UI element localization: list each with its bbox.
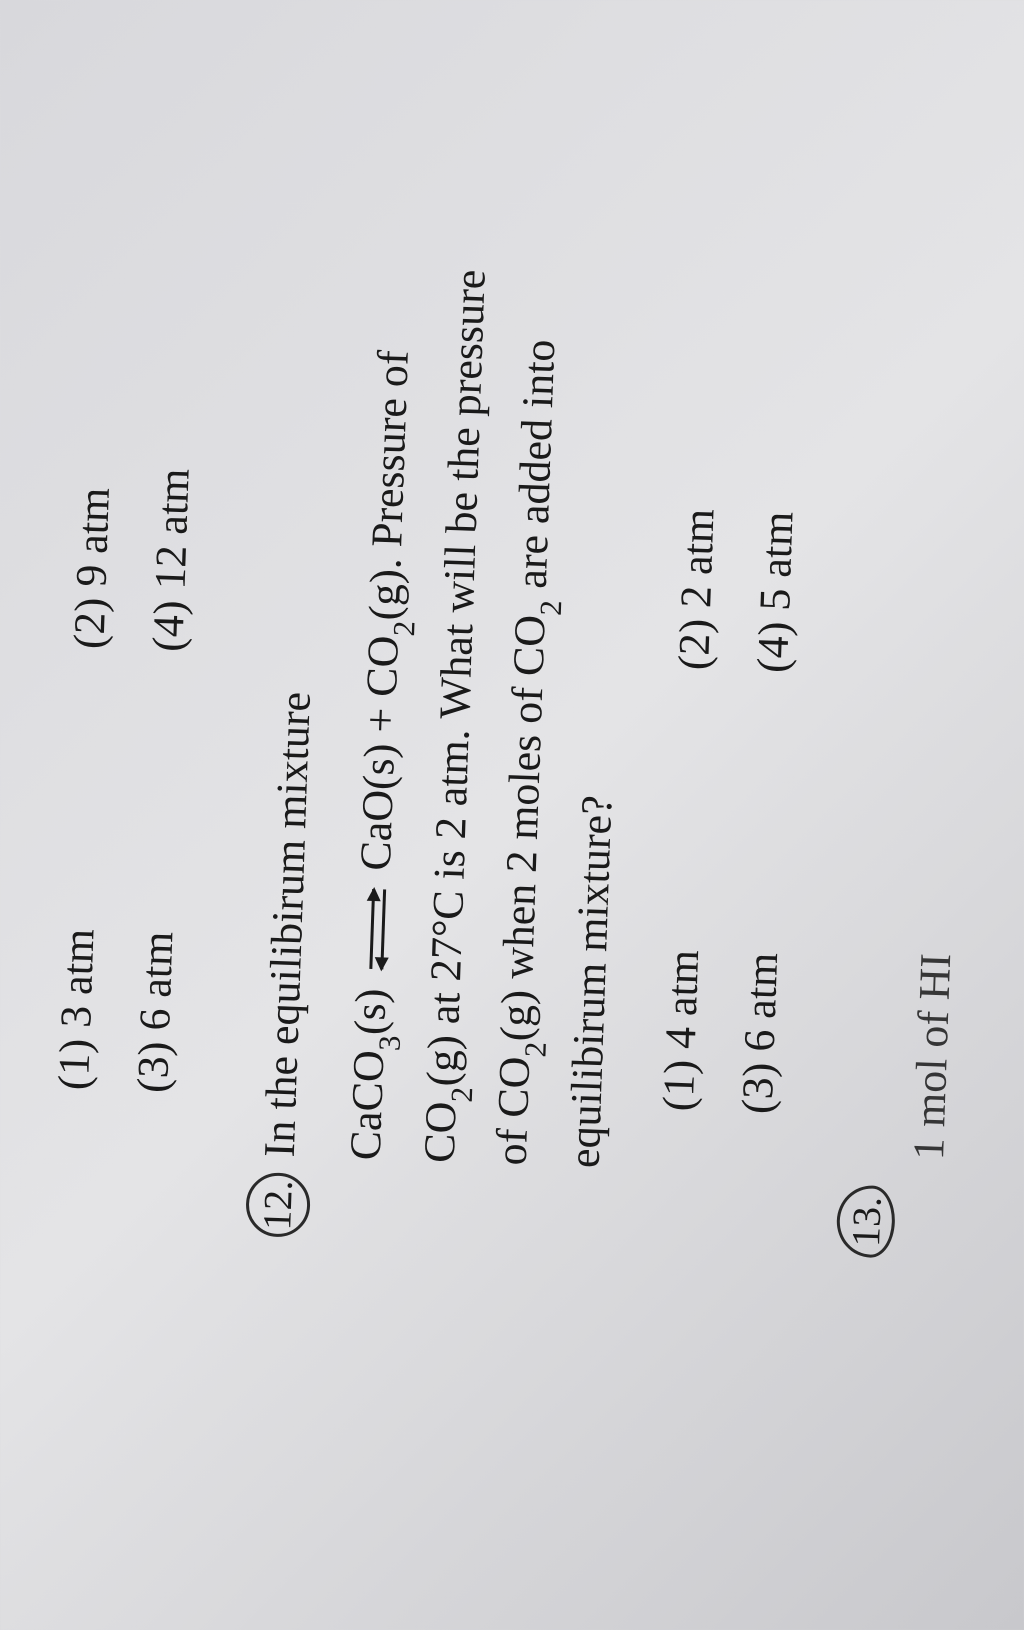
option-text: 9 atm [67,487,119,588]
reactant-sub: 3 [372,1035,407,1052]
option-text: 5 atm [750,511,802,612]
q12-option-1: (1) 4 atm [653,949,710,1112]
product2: CO [357,635,408,698]
q12-intro: In the equilibirum mixture [254,691,321,1158]
q12-options-row-1: (1) 4 atm (2) 2 atm [648,104,739,1252]
line2-rest: (g) at 27°C is 2 atm. What will be the p… [417,269,494,1087]
option-text: 12 atm [146,468,199,591]
q12-option-3: (3) 6 atm [732,952,789,1115]
q12-option-4: (4) 5 atm [747,511,804,674]
co2-sub: 2 [445,1086,480,1103]
option-label: (2) [65,597,116,650]
arrow-right-icon [367,887,381,901]
line3c: are added into [507,339,565,601]
option-label: (3) [733,1062,784,1115]
co2-text: CO [415,1101,466,1164]
prev-option-3: (3) 6 atm [127,931,184,1094]
option-text: 6 atm [130,931,182,1032]
line3b-sub: 2 [534,600,569,617]
line3a-sub: 2 [519,1041,554,1058]
reactant-state: (s) [345,988,396,1036]
prev-option-4: (4) 12 atm [142,468,199,653]
option-label: (3) [128,1041,179,1094]
option-text: 4 atm [656,949,708,1050]
option-label: (2) [669,618,720,671]
prev-options-row-2: (3) 6 atm (4) 12 atm [122,86,213,1234]
option-label: (4) [143,600,194,653]
q12-option-2: (2) 2 atm [668,508,725,671]
plus: + [356,707,406,734]
prev-option-1: (1) 3 atm [48,928,105,1091]
prev-options-row-1: (1) 3 atm (2) 9 atm [43,83,134,1231]
prev-option-2: (2) 9 atm [64,487,121,650]
product2-state: (g). [360,557,411,621]
equation-trailing: Pressure of [362,349,418,547]
line3b: (g) when 2 moles of CO [491,614,555,1042]
arrow-left-icon [374,958,388,972]
reactant: CaCO [341,1049,394,1161]
q12-number-circle: 12. [245,1172,311,1238]
page-content: (1) 3 atm (2) 9 atm (3) 6 atm (4) 12 atm… [0,59,1024,1571]
equilibrium-arrows-icon [361,889,394,970]
option-label: (1) [654,1059,705,1112]
option-text: 2 atm [671,508,723,609]
q13-number-circle: 13. [836,1185,896,1259]
option-text: 3 atm [51,928,103,1029]
option-label: (1) [49,1038,100,1091]
product1: CaO(s) [351,743,404,872]
q12-options-row-2: (3) 6 atm (4) 5 atm [727,107,818,1255]
product2-sub: 2 [387,620,422,637]
line3a: of CO [487,1056,540,1166]
q12-header: 12. In the equilibirum mixture [245,90,349,1238]
option-text: 6 atm [735,952,787,1053]
option-label: (4) [748,621,799,674]
